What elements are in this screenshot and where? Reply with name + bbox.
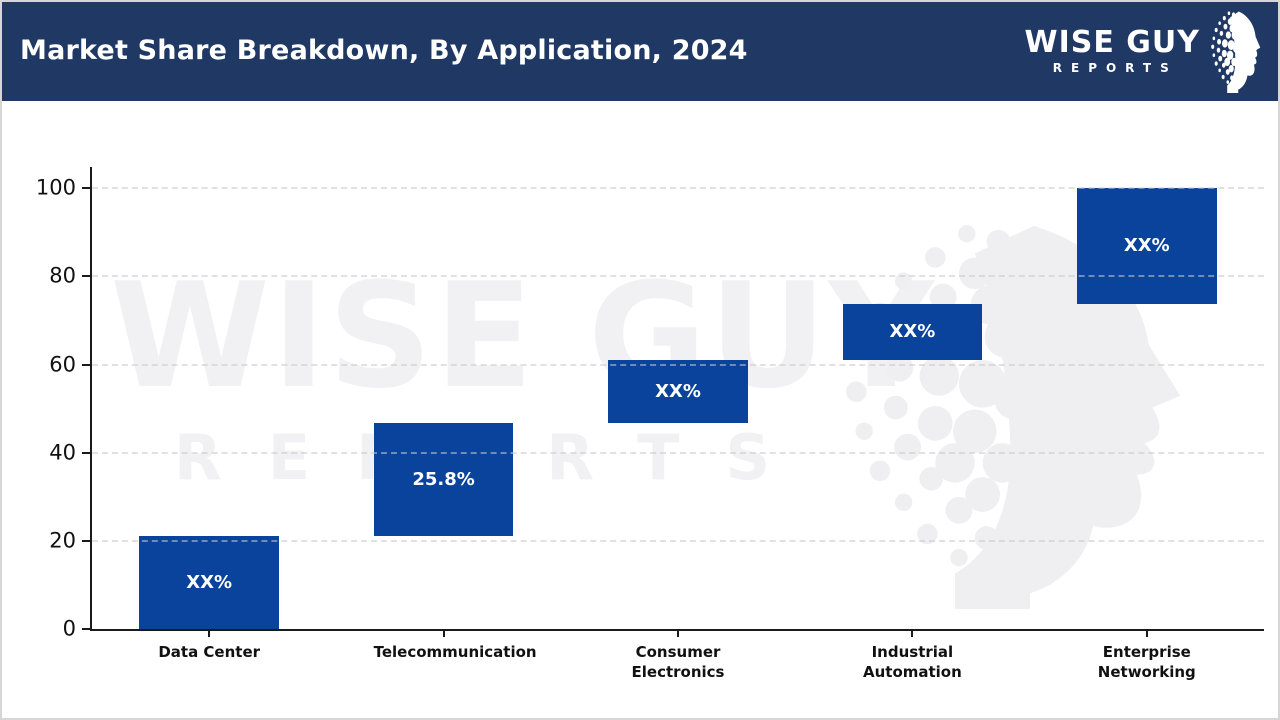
y-axis-tick-label: 0 <box>62 616 76 641</box>
bar-telecommunication: 25.8% <box>373 422 514 537</box>
bar-value-label: XX% <box>1123 235 1170 257</box>
y-axis-tick-label: 40 <box>49 440 76 465</box>
y-axis-tick <box>82 187 92 190</box>
x-axis-tick <box>442 629 445 637</box>
bar-value-label: 25.8% <box>412 469 475 491</box>
bar-value-label: XX% <box>655 380 701 402</box>
x-axis-label: Telecommunication <box>373 643 537 661</box>
y-axis-tick <box>82 275 92 278</box>
header-bar: Market Share Breakdown, By Application, … <box>2 2 1278 101</box>
x-axis-tick <box>911 629 914 637</box>
bar-industrial-automation: XX% <box>842 303 983 361</box>
y-axis-tick <box>82 451 92 454</box>
bar-consumer-electronics: XX% <box>608 360 748 423</box>
bar-enterprise-networking: XX% <box>1077 188 1217 304</box>
wiseguy-logo: WISE GUY REPORTS <box>1024 9 1262 93</box>
y-axis-tick-label: 20 <box>49 528 76 553</box>
gridline-100 <box>92 187 1264 190</box>
bar-data-center: XX% <box>139 536 279 629</box>
x-axis-tick <box>208 629 211 637</box>
y-axis-tick <box>82 539 92 542</box>
x-axis-label: Industrial Automation <box>862 643 962 682</box>
y-axis-tick-label: 80 <box>49 263 76 288</box>
x-axis-label: Data Center <box>158 643 261 661</box>
watermark-wordmark: WISE GUY <box>110 252 936 421</box>
gridline-20 <box>92 539 1264 542</box>
logo-wordmark: WISE GUY <box>1024 24 1200 60</box>
bar-value-label: XX% <box>186 572 233 594</box>
gridline-60 <box>92 363 1264 366</box>
y-axis-tick <box>82 363 92 366</box>
page-title: Market Share Breakdown, By Application, … <box>20 35 748 66</box>
y-axis-tick <box>82 628 92 630</box>
dotted-head-profile-icon <box>1211 10 1261 93</box>
plot-area: 0 20 40 60 80 100 XX% Data Center 25.8% Telecommu… <box>36 167 1264 681</box>
x-axis-label: Enterprise Networking <box>1097 643 1196 682</box>
x-axis-tick <box>1145 629 1148 637</box>
gridline-40 <box>92 451 1264 454</box>
logo-subtext: REPORTS <box>1052 60 1178 75</box>
y-axis-tick-label: 100 <box>35 175 76 200</box>
bar-value-label: XX% <box>889 321 936 343</box>
y-axis-tick-label: 60 <box>49 352 76 376</box>
logo-text: WISE GUY REPORTS <box>1024 24 1200 75</box>
x-axis-label: Consumer Electronics <box>631 643 725 682</box>
x-axis-tick <box>677 629 679 637</box>
gridline-80 <box>92 275 1264 278</box>
